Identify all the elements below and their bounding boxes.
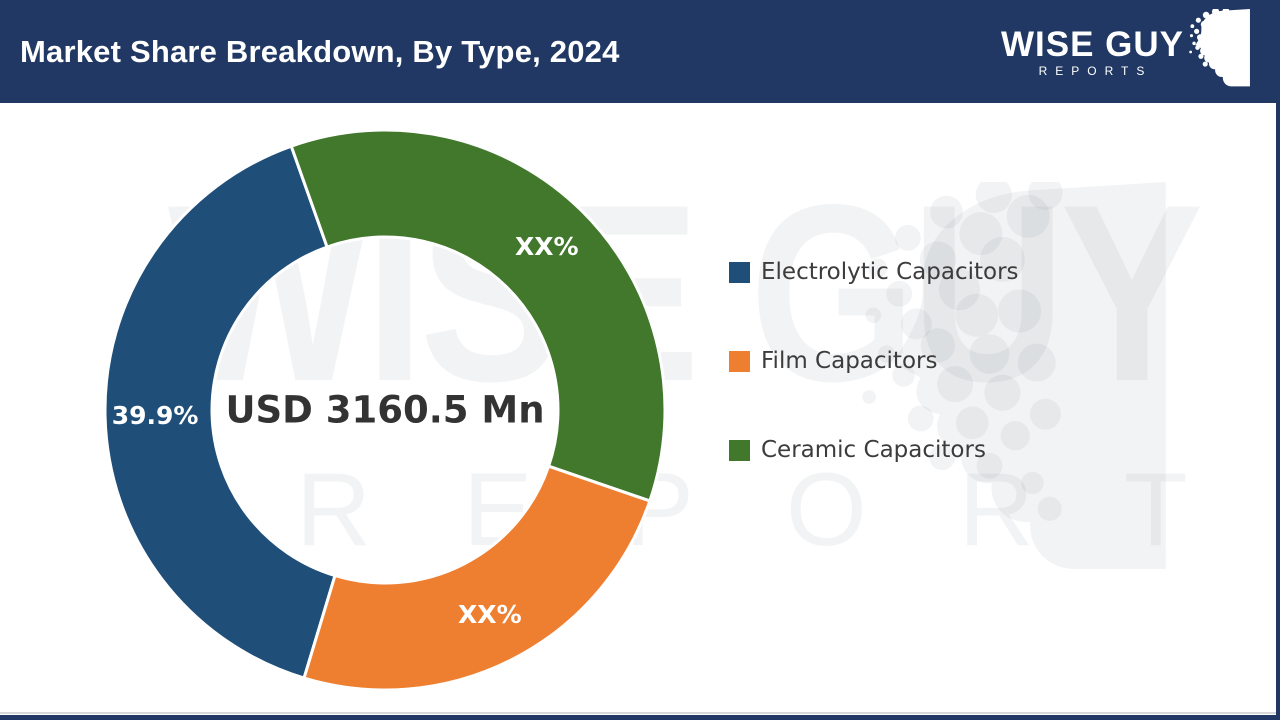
legend-label-electrolytic: Electrolytic Capacitors <box>761 259 1019 285</box>
logo-subtitle: REPORTS <box>1038 63 1153 78</box>
slice-label: XX% <box>515 232 579 261</box>
legend-label-ceramic: Ceramic Capacitors <box>761 437 986 463</box>
slice-label: 39.9% <box>112 401 199 430</box>
logo-text: WISE GUY REPORTS <box>1001 27 1184 77</box>
legend-swatch-ceramic <box>729 439 750 461</box>
donut-slice-ceramic-capacitors <box>289 128 667 503</box>
donut-chart: 39.9% XX% XX% <box>103 128 667 692</box>
legend: Electrolytic Capacitors Film Capacitors … <box>729 259 1019 463</box>
legend-swatch-electrolytic <box>729 261 750 283</box>
slice-label: XX% <box>458 600 522 629</box>
donut-center-label: USD 3160.5 Mn <box>225 388 545 432</box>
donut-slice-film-capacitors <box>302 464 652 692</box>
donut-slice-electrolytic-capacitors <box>103 144 337 680</box>
footer-bar <box>0 715 1280 720</box>
footer-divider <box>0 712 1280 714</box>
header: Market Share Breakdown, By Type, 2024 WI… <box>0 0 1280 103</box>
legend-item-ceramic: Ceramic Capacitors <box>729 437 1019 463</box>
logo-face-icon <box>1188 9 1250 95</box>
legend-item-film: Film Capacitors <box>729 348 1019 374</box>
right-edge-bar <box>1276 0 1280 720</box>
page-title: Market Share Breakdown, By Type, 2024 <box>20 33 620 69</box>
legend-label-film: Film Capacitors <box>761 348 938 374</box>
legend-item-electrolytic: Electrolytic Capacitors <box>729 259 1019 285</box>
legend-swatch-film <box>729 350 750 372</box>
logo-wordmark: WISE GUY <box>1000 24 1184 64</box>
wiseguy-logo: WISE GUY REPORTS <box>1001 9 1250 95</box>
